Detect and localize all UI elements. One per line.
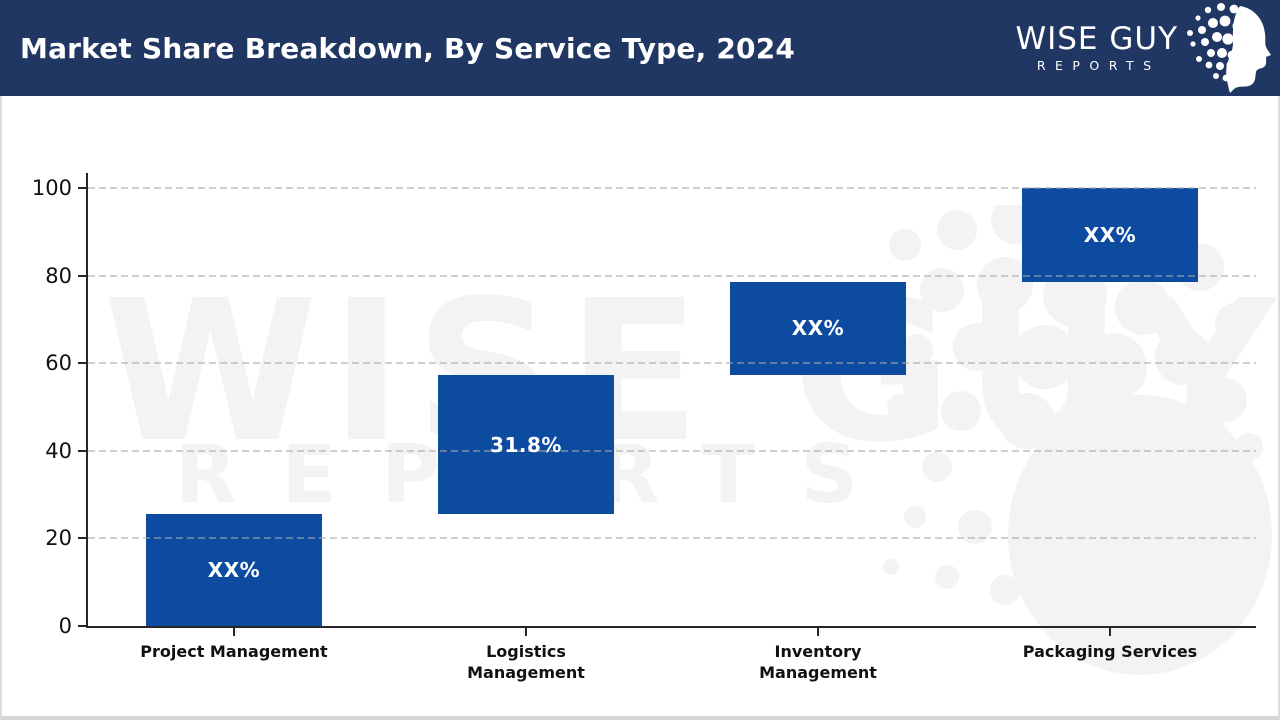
x-axis <box>86 626 1256 628</box>
bar-value-label-project-management: XX% <box>207 558 261 583</box>
bar-inventory <box>730 281 906 375</box>
logo-wordmark: WISE GUY <box>1015 20 1178 57</box>
gridline-60 <box>88 362 1256 365</box>
y-tick-60 <box>78 362 88 365</box>
y-axis <box>86 173 88 628</box>
y-tick-40 <box>78 449 88 452</box>
bar-logistics <box>438 375 614 515</box>
y-tick-0 <box>78 625 88 627</box>
x-tick-inventory <box>817 628 819 636</box>
wise-guy-logo: WISE GUY REPORTS <box>1015 0 1272 96</box>
logo-text: WISE GUY REPORTS <box>1015 20 1178 73</box>
y-tick-label-20: 20 <box>45 526 72 551</box>
x-category-label-project-management: Project Management <box>140 642 328 661</box>
x-tick-logistics <box>525 628 527 636</box>
gridline-20 <box>88 537 1256 540</box>
y-tick-80 <box>78 274 88 277</box>
x-tick-packaging-services <box>1109 628 1111 636</box>
gridline-40 <box>88 449 1256 452</box>
y-tick-label-80: 80 <box>45 263 72 288</box>
bar-packaging-services <box>1022 188 1198 282</box>
gridline-100 <box>88 187 1256 189</box>
y-tick-label-40: 40 <box>45 438 72 463</box>
y-tick-20 <box>78 537 88 540</box>
page-title: Market Share Breakdown, By Service Type,… <box>20 31 796 65</box>
bar-value-label-inventory: XX% <box>791 316 845 341</box>
x-category-label-logistics: Logistics Management <box>467 642 585 682</box>
bar-value-label-logistics: 31.8% <box>490 432 562 457</box>
x-tick-project-management <box>233 628 235 636</box>
y-tick-100 <box>78 187 88 189</box>
y-tick-label-100: 100 <box>31 176 72 200</box>
y-tick-label-60: 60 <box>45 351 72 376</box>
y-tick-label-0: 0 <box>58 614 72 638</box>
gridline-80 <box>88 274 1256 277</box>
x-category-label-inventory: Inventory Management <box>759 642 877 682</box>
watermark-head-icon <box>864 205 1272 675</box>
bar-value-label-packaging-services: XX% <box>1083 222 1137 247</box>
logo-head-icon <box>1187 3 1271 93</box>
x-category-label-packaging-services: Packaging Services <box>1022 642 1198 661</box>
bar-project-management <box>146 514 322 626</box>
logo-subtext: REPORTS <box>1036 57 1161 73</box>
header: Market Share Breakdown, By Service Type,… <box>0 0 1280 96</box>
